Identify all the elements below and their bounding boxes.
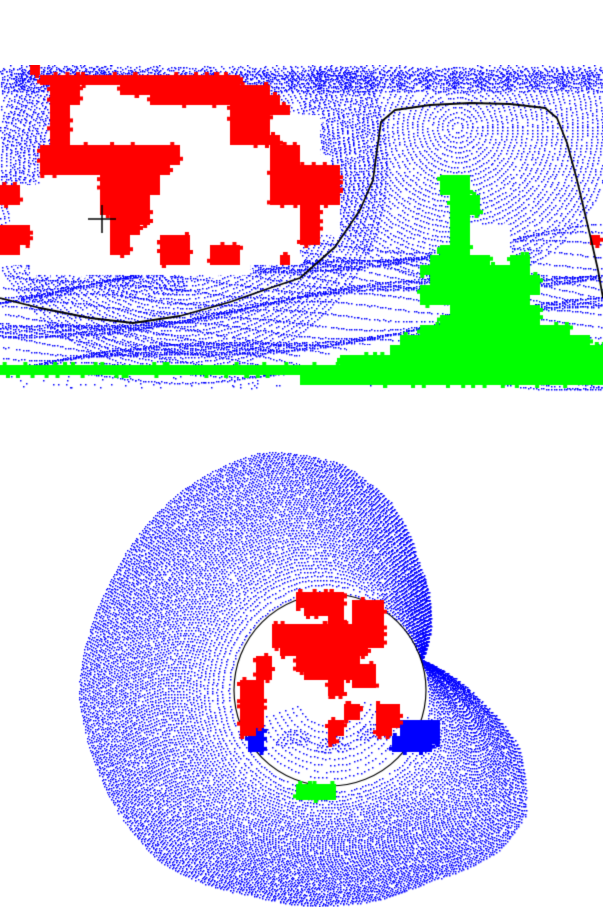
bottom-spiral-panel-canvas [0, 447, 603, 907]
top-flow-panel-canvas [0, 65, 603, 395]
